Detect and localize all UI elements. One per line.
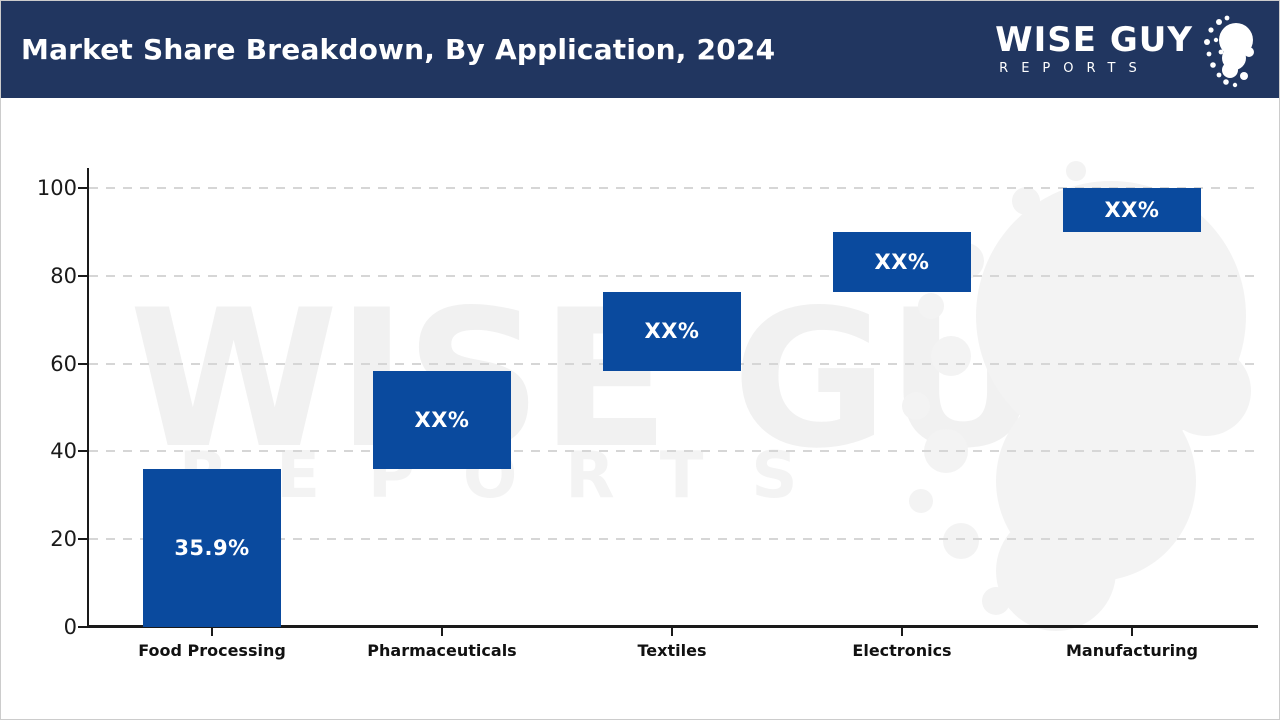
y-tick-label: 100 bbox=[36, 176, 77, 200]
logo-text: WISE GUY bbox=[995, 20, 1193, 60]
x-tick-label: Food Processing bbox=[138, 641, 286, 660]
x-axis-line bbox=[87, 625, 1258, 628]
logo-text-block: WISE GUY REPORTS bbox=[995, 23, 1193, 76]
bar-manufacturing: XX% bbox=[1063, 188, 1201, 232]
x-tick-label: Textiles bbox=[637, 641, 707, 660]
bar-value-label: XX% bbox=[1104, 197, 1160, 222]
gridline-y100 bbox=[89, 187, 1258, 189]
logo-subtext: REPORTS bbox=[999, 61, 1150, 76]
x-tick-mark bbox=[901, 628, 903, 636]
head-profile-icon bbox=[1204, 15, 1254, 87]
x-tick-mark bbox=[671, 628, 673, 636]
y-axis-line bbox=[87, 168, 89, 627]
y-tick-mark bbox=[78, 362, 87, 365]
x-tick-label: Manufacturing bbox=[1066, 641, 1198, 660]
page-title: Market Share Breakdown, By Application, … bbox=[21, 33, 776, 66]
x-tick-mark bbox=[1131, 628, 1133, 636]
x-tick-label: Pharmaceuticals bbox=[367, 641, 517, 660]
bar-value-label: 35.9% bbox=[174, 536, 250, 561]
y-tick-mark bbox=[78, 274, 87, 277]
x-tick-mark bbox=[211, 628, 213, 636]
bar-electronics: XX% bbox=[833, 231, 971, 292]
bar-value-label: XX% bbox=[874, 249, 930, 274]
x-tick-label: Electronics bbox=[852, 641, 952, 660]
y-tick-mark bbox=[78, 187, 87, 189]
wise-guy-logo: WISE GUY REPORTS bbox=[995, 12, 1257, 88]
bar-value-label: XX% bbox=[644, 319, 700, 344]
bar-pharmaceuticals: XX% bbox=[373, 370, 511, 470]
y-tick-label: 0 bbox=[63, 615, 77, 639]
bar-food-processing: 35.9% bbox=[143, 469, 281, 627]
x-tick-mark bbox=[441, 628, 443, 636]
y-tick-mark bbox=[78, 538, 87, 541]
y-tick-label: 60 bbox=[50, 351, 77, 376]
gridline-y80 bbox=[89, 274, 1258, 277]
bar-value-label: XX% bbox=[414, 407, 470, 432]
bar-textiles: XX% bbox=[603, 291, 741, 371]
y-tick-mark bbox=[78, 626, 87, 628]
y-tick-mark bbox=[78, 450, 87, 453]
y-tick-label: 80 bbox=[50, 263, 77, 288]
y-tick-label: 20 bbox=[50, 527, 77, 552]
header-bar: Market Share Breakdown, By Application, … bbox=[1, 1, 1279, 98]
y-tick-label: 40 bbox=[50, 439, 77, 464]
gridline-y40 bbox=[89, 450, 1258, 453]
gridline-y20 bbox=[89, 538, 1258, 541]
